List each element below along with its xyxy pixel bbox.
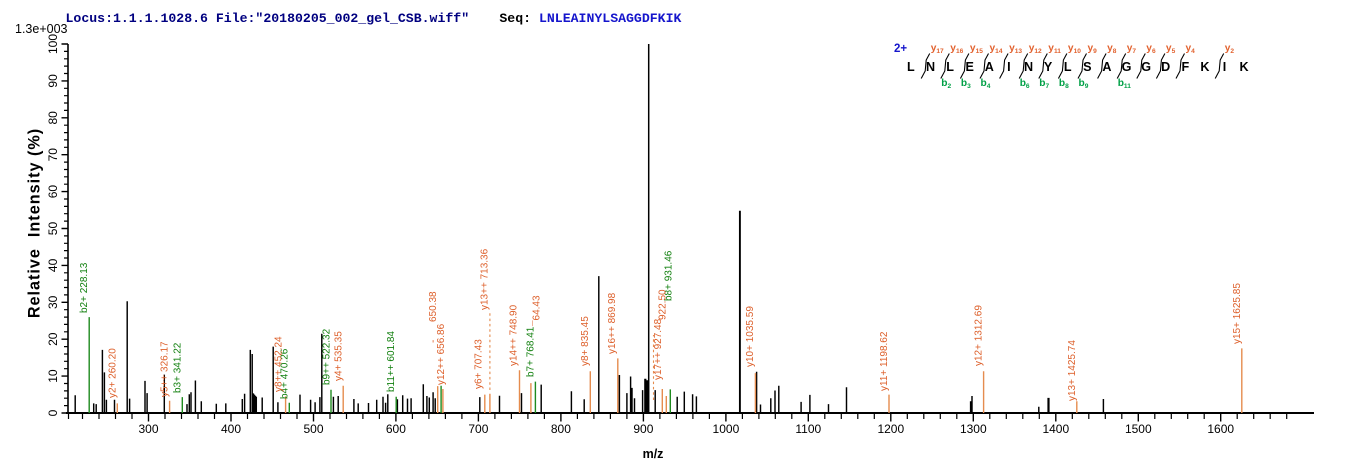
svg-text:y14++ 748.90: y14++ 748.90 bbox=[508, 304, 519, 366]
svg-text:y4: y4 bbox=[1186, 43, 1196, 55]
svg-text:y17++ 927.48: y17++ 927.48 bbox=[653, 318, 664, 380]
svg-text:y15+ 1625.85: y15+ 1625.85 bbox=[1232, 283, 1243, 344]
svg-text:y5++ 326.17: y5++ 326.17 bbox=[160, 341, 171, 397]
svg-text:F: F bbox=[1181, 60, 1189, 74]
svg-text:y9: y9 bbox=[1088, 43, 1098, 55]
svg-text:650.38: 650.38 bbox=[428, 291, 439, 322]
svg-text:1300: 1300 bbox=[960, 422, 987, 436]
svg-text:S: S bbox=[1083, 60, 1091, 74]
svg-text:y8+ 835.45: y8+ 835.45 bbox=[580, 316, 591, 366]
svg-text:G: G bbox=[1122, 60, 1132, 74]
svg-text:Locus:1.1.1.1028.6 File:"20180: Locus:1.1.1.1028.6 File:"20180205_002_ge… bbox=[66, 11, 470, 26]
svg-text:900: 900 bbox=[633, 422, 653, 436]
svg-text:b4+ 470.26: b4+ 470.26 bbox=[280, 348, 291, 399]
svg-text:b8+ 931.46: b8+ 931.46 bbox=[664, 250, 675, 301]
svg-text:1100: 1100 bbox=[795, 422, 821, 436]
svg-text:y11+ 1198.62: y11+ 1198.62 bbox=[879, 331, 890, 391]
svg-text:500: 500 bbox=[303, 422, 323, 436]
svg-text:N: N bbox=[926, 60, 935, 74]
svg-text:b3: b3 bbox=[961, 78, 971, 90]
svg-text:1500: 1500 bbox=[1125, 422, 1152, 436]
svg-text:y12+ 1312.69: y12+ 1312.69 bbox=[974, 305, 985, 366]
svg-text:20: 20 bbox=[46, 332, 60, 346]
svg-text:400: 400 bbox=[221, 422, 241, 436]
svg-text:L: L bbox=[1064, 60, 1072, 74]
svg-text:922.50: 922.50 bbox=[657, 289, 668, 320]
svg-text:1400: 1400 bbox=[1042, 422, 1069, 436]
svg-text:I: I bbox=[1223, 60, 1227, 74]
svg-text:D: D bbox=[1161, 60, 1170, 74]
svg-text:y12++ 656.86: y12++ 656.86 bbox=[436, 323, 447, 385]
svg-text:y13+ 1425.74: y13+ 1425.74 bbox=[1067, 340, 1078, 401]
svg-text:600: 600 bbox=[386, 422, 406, 436]
svg-text:y2+ 260.20: y2+ 260.20 bbox=[107, 348, 118, 398]
svg-text:b3+ 341.22: b3+ 341.22 bbox=[172, 342, 183, 393]
svg-text:b9: b9 bbox=[1079, 78, 1089, 90]
svg-text:A: A bbox=[1102, 60, 1111, 74]
svg-text:700: 700 bbox=[468, 422, 488, 436]
svg-text:K: K bbox=[1240, 60, 1249, 74]
svg-text:y6: y6 bbox=[1146, 43, 1156, 55]
svg-text:I: I bbox=[1007, 60, 1011, 74]
svg-text:1000: 1000 bbox=[713, 422, 740, 436]
svg-text:b6: b6 bbox=[1020, 78, 1030, 90]
svg-text:0: 0 bbox=[46, 409, 60, 416]
svg-text:90: 90 bbox=[46, 74, 60, 88]
svg-text:y4+ 535.35: y4+ 535.35 bbox=[334, 331, 345, 381]
svg-text:10: 10 bbox=[46, 369, 60, 383]
svg-text:2+: 2+ bbox=[894, 43, 907, 55]
svg-text:E: E bbox=[965, 60, 973, 74]
svg-text:100: 100 bbox=[46, 34, 60, 54]
svg-text:m/z: m/z bbox=[643, 447, 664, 461]
svg-text:y8++ 452.24: y8++ 452.24 bbox=[274, 336, 285, 392]
svg-text:y5: y5 bbox=[1166, 43, 1176, 55]
svg-text:Relative Intensity (%): Relative Intensity (%) bbox=[26, 128, 44, 318]
svg-text:Seq: LNLEAINYLSAGGDFKIK: Seq: LNLEAINYLSAGGDFKIK bbox=[499, 11, 681, 26]
svg-text:y8: y8 bbox=[1107, 43, 1117, 55]
svg-text:K: K bbox=[1200, 60, 1209, 74]
svg-text:50: 50 bbox=[46, 222, 60, 236]
svg-text:1200: 1200 bbox=[877, 422, 904, 436]
svg-text:b9++ 522.32: b9++ 522.32 bbox=[321, 328, 332, 385]
svg-text:¯64.43: ¯64.43 bbox=[531, 295, 543, 327]
svg-text:A: A bbox=[985, 60, 994, 74]
svg-text:y13++ 713.36: y13++ 713.36 bbox=[479, 248, 490, 310]
svg-text:60: 60 bbox=[46, 185, 60, 199]
svg-text:L: L bbox=[907, 60, 915, 74]
svg-text:1.3e+003: 1.3e+003 bbox=[15, 22, 68, 36]
svg-text:b11++ 601.84: b11++ 601.84 bbox=[386, 331, 397, 392]
svg-text:G: G bbox=[1141, 60, 1151, 74]
svg-text:y2: y2 bbox=[1225, 43, 1235, 55]
svg-text:300: 300 bbox=[138, 422, 158, 436]
svg-text:30: 30 bbox=[46, 295, 60, 309]
svg-text:80: 80 bbox=[46, 111, 60, 125]
svg-text:y16++ 869.98: y16++ 869.98 bbox=[607, 292, 618, 354]
svg-text:-: - bbox=[428, 340, 439, 343]
svg-text:Y: Y bbox=[1044, 60, 1053, 74]
svg-text:b2+ 228.13: b2+ 228.13 bbox=[79, 262, 90, 313]
svg-text:y7: y7 bbox=[1127, 43, 1137, 55]
svg-text:b8: b8 bbox=[1059, 78, 1069, 90]
svg-text:N: N bbox=[1024, 60, 1033, 74]
svg-text:b7+ 768.41: b7+ 768.41 bbox=[526, 326, 537, 377]
svg-text:y6+ 707.43: y6+ 707.43 bbox=[473, 339, 484, 389]
svg-text:70: 70 bbox=[46, 148, 60, 162]
svg-text:800: 800 bbox=[551, 422, 571, 436]
svg-text:1600: 1600 bbox=[1207, 422, 1234, 436]
svg-text:40: 40 bbox=[46, 258, 60, 272]
svg-text:b2: b2 bbox=[941, 78, 951, 90]
svg-text:b4: b4 bbox=[981, 78, 991, 90]
svg-text:y10+ 1035.59: y10+ 1035.59 bbox=[745, 306, 756, 367]
svg-text:L: L bbox=[946, 60, 954, 74]
svg-text:b7: b7 bbox=[1039, 78, 1049, 90]
